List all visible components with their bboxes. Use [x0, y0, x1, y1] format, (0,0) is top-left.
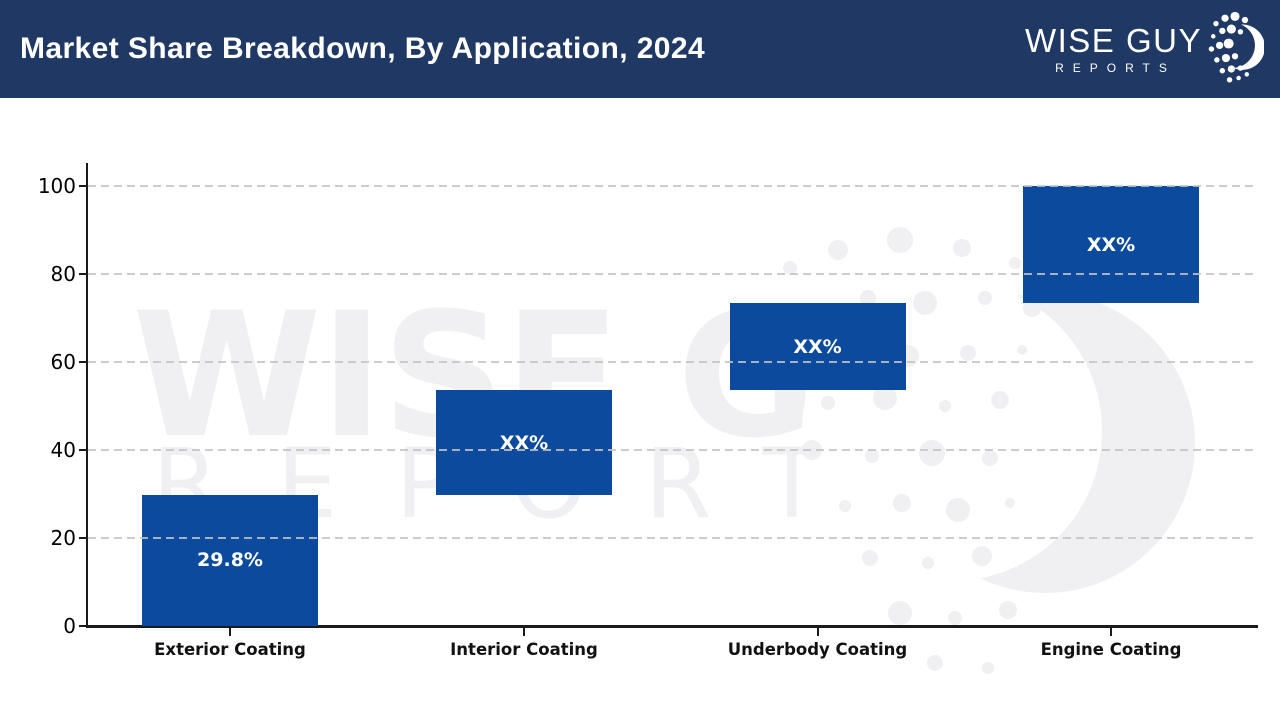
logo-wordmark: WISE GUY [1024, 21, 1202, 59]
brand-logo: WISE GUY REPORTS [1025, 10, 1280, 88]
x-axis-spine [86, 625, 1258, 628]
header-banner: Market Share Breakdown, By Application, … [0, 0, 1280, 98]
bar-segment [436, 390, 612, 495]
x-category-label: Underbody Coating [727, 640, 908, 659]
x-tick-3 [1110, 628, 1112, 636]
y-tick-100 [79, 185, 88, 187]
y-axis-spine [86, 163, 88, 628]
brand-logo-text: WISE GUY REPORTS [1025, 24, 1202, 75]
y-tick-20 [79, 537, 88, 539]
y-tick-80 [79, 273, 88, 275]
bar-value-label: 29.8% [197, 549, 263, 572]
y-tick-40 [79, 449, 88, 451]
bar-value-label: XX% [1086, 233, 1136, 256]
y-tick-label-60: 60 [50, 350, 76, 374]
logo-subtext: REPORTS [1055, 60, 1176, 75]
chart-title: Market Share Breakdown, By Application, … [20, 32, 706, 65]
bar-segment [729, 303, 906, 391]
bar-segment [1023, 186, 1199, 304]
x-tick-1 [523, 628, 525, 636]
bar-value-label: XX% [793, 335, 842, 358]
y-tick-60 [79, 361, 88, 363]
gridline-60 [88, 361, 1256, 363]
x-category-label: Interior Coating [450, 640, 598, 659]
y-tick-label-20: 20 [50, 526, 76, 550]
y-tick-label-100: 100 [37, 174, 76, 198]
x-category-label: Exterior Coating [154, 640, 306, 659]
x-category-label: Engine Coating [1040, 640, 1182, 659]
y-tick-label-40: 40 [50, 438, 76, 462]
y-tick-label-80: 80 [50, 262, 76, 286]
y-tick-label-0: 0 [63, 614, 76, 638]
logo-head-icon [1208, 11, 1264, 83]
watermark-dot-cluster [783, 227, 1041, 674]
x-tick-2 [816, 628, 819, 636]
x-tick-0 [229, 628, 231, 636]
y-tick-0 [79, 625, 88, 627]
bar-value-label: XX% [499, 431, 549, 454]
gridline-40 [88, 449, 1256, 451]
chart-area: WISE GUY REPORTS 02 [0, 98, 1280, 720]
gridline-80 [88, 273, 1256, 275]
gridline-20 [88, 537, 1256, 539]
gridline-100 [88, 185, 1256, 187]
plot-area: 0 20 40 60 80 100 29.8% Exterior Coating XX% Inte… [0, 98, 1280, 720]
bar-segment [142, 494, 318, 626]
